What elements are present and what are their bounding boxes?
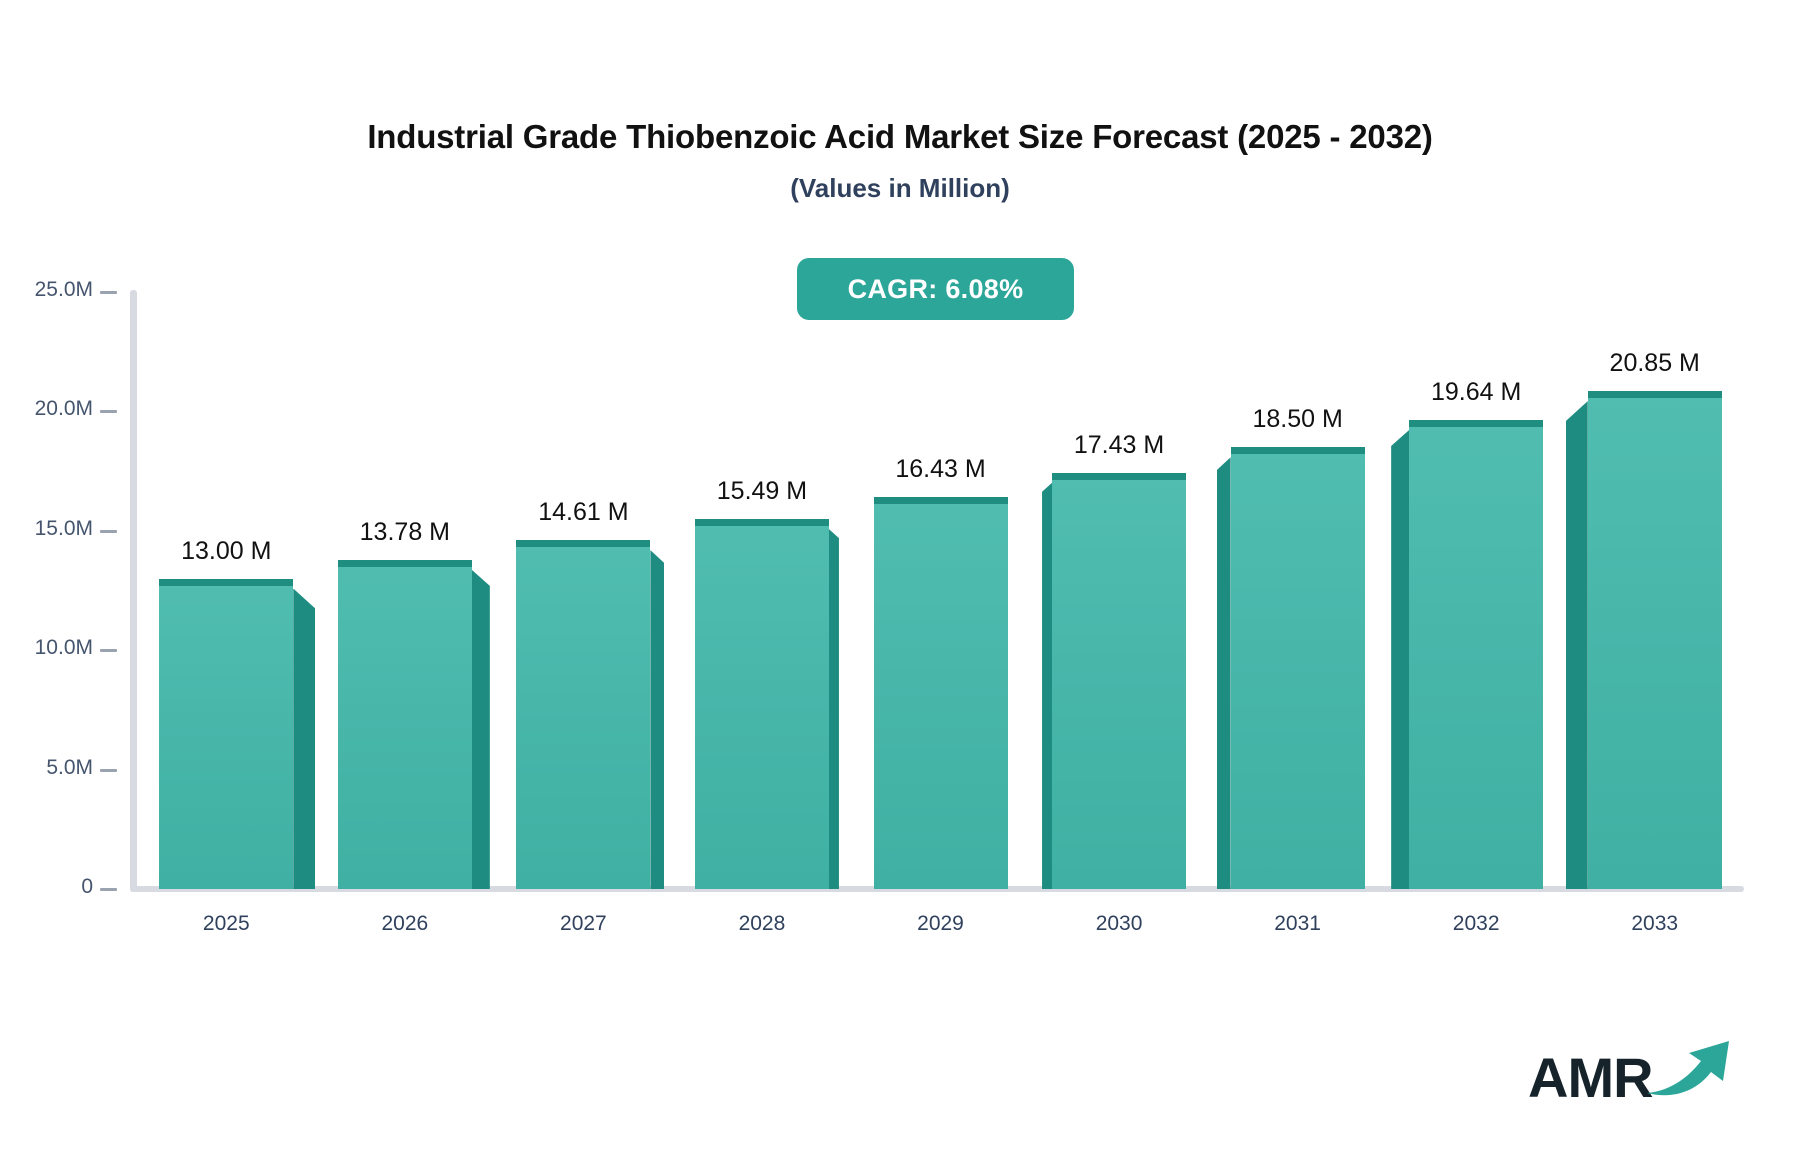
- bar-side-panel: [1216, 457, 1231, 889]
- bar-2028: 15.49 M: [694, 477, 839, 889]
- amr-logo-text: AMR: [1528, 1046, 1654, 1109]
- bar-top-edge: [159, 578, 294, 586]
- bar-face: [1230, 447, 1365, 889]
- y-axis-tick-mark: [100, 768, 117, 772]
- bar-top-edge: [1409, 419, 1544, 427]
- amr-logo: AMR: [1528, 1035, 1735, 1106]
- bar-face: [694, 519, 829, 889]
- bar-side-panel: [471, 569, 490, 889]
- bar-side-panel: [1042, 482, 1053, 889]
- x-axis-tick-label: 2029: [917, 912, 964, 935]
- bar-2033: 20.85 M: [1565, 349, 1722, 889]
- x-axis-tick-label: 2027: [560, 912, 607, 935]
- bar-side-panel: [1391, 429, 1410, 889]
- bar-2030: 17.43 M: [1042, 431, 1187, 889]
- x-axis-tick-label: 2025: [202, 912, 250, 935]
- x-axis-tick-label: 2030: [1095, 912, 1143, 935]
- bar-2032: 19.64 M: [1391, 378, 1544, 889]
- bar-value-label: 13.78 M: [359, 517, 450, 546]
- bar-top-edge: [516, 540, 651, 548]
- y-axis-tick-mark: [100, 649, 117, 653]
- bar-2026: 13.78 M: [337, 518, 490, 889]
- bar-side-panel: [293, 588, 316, 889]
- bar-face: [159, 578, 294, 889]
- x-axis-line: [130, 886, 1744, 892]
- bar-top-edge: [873, 496, 1008, 504]
- y-axis-tick-mark: [100, 529, 117, 533]
- bar-face: [337, 559, 472, 889]
- y-axis-tick-mark: [100, 410, 117, 414]
- bar-top-edge: [337, 559, 472, 567]
- y-axis-tick-label: 15.0M: [34, 516, 93, 540]
- bar-top-edge: [1052, 472, 1187, 480]
- y-axis-tick-mark: [100, 291, 117, 294]
- bar-2031: 18.50 M: [1216, 405, 1365, 889]
- y-axis-tick-label: 5.0M: [46, 755, 93, 779]
- bar-value-label: 17.43 M: [1073, 430, 1165, 459]
- bar-side-panel: [650, 550, 665, 889]
- y-axis-tick-mark: [100, 888, 117, 891]
- y-axis-tick-label: 10.0M: [34, 636, 93, 660]
- bar-value-label: 16.43 M: [895, 454, 986, 483]
- bar-2029: 16.43 M: [873, 455, 1008, 889]
- bar-value-label: 13.00 M: [181, 536, 272, 565]
- up-right-arrow-icon: [1643, 1035, 1735, 1102]
- bar-2027: 14.61 M: [516, 498, 665, 889]
- bar-value-label: 20.85 M: [1609, 349, 1700, 378]
- bar-value-label: 18.50 M: [1252, 405, 1343, 434]
- x-axis-tick-label: 2033: [1631, 912, 1679, 935]
- bar-value-label: 14.61 M: [538, 498, 629, 527]
- bar-face: [1587, 391, 1722, 889]
- bar-face: [1409, 419, 1544, 889]
- bar-side-panel: [828, 529, 839, 889]
- bar-face: [516, 540, 651, 889]
- x-axis-tick-label: 2026: [381, 912, 429, 935]
- bar-top-edge: [694, 519, 829, 527]
- bar-face: [1052, 472, 1187, 889]
- cagr-badge: CAGR: 6.08%: [797, 258, 1074, 320]
- bar-face: [873, 496, 1008, 889]
- bar-value-label: 19.64 M: [1430, 377, 1522, 406]
- x-axis-tick-label: 2032: [1452, 912, 1500, 935]
- bar-2025: 13.00 M: [159, 537, 316, 889]
- y-axis-tick-label: 20.0M: [34, 397, 93, 421]
- bar-top-edge: [1230, 447, 1365, 455]
- y-axis-tick-label: 25.0M: [34, 278, 93, 301]
- bar-top-edge: [1587, 391, 1722, 399]
- page-title: Industrial Grade Thiobenzoic Acid Market…: [367, 118, 1433, 155]
- chart-subtitle: (Values in Million): [790, 173, 1010, 203]
- bar-side-panel: [1565, 401, 1588, 889]
- x-axis-tick-label: 2028: [738, 912, 786, 935]
- y-axis-line: [130, 290, 137, 892]
- x-axis-tick-label: 2031: [1274, 912, 1321, 935]
- bar-value-label: 15.49 M: [716, 477, 808, 506]
- y-axis-tick-label: 0: [81, 875, 93, 898]
- cagr-badge-label: CAGR: 6.08%: [847, 273, 1024, 304]
